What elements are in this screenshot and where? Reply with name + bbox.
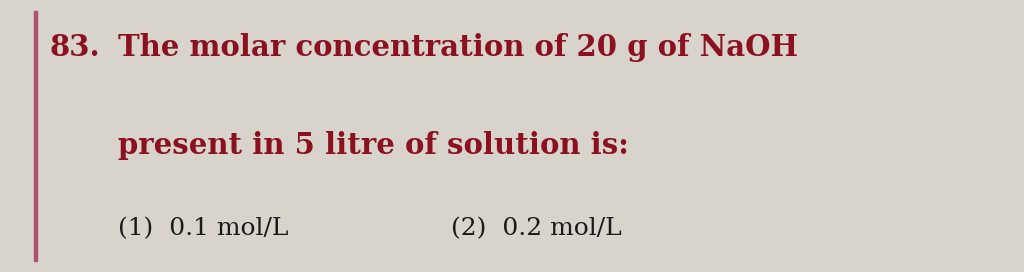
Text: 83.: 83. [49, 33, 99, 62]
Text: present in 5 litre of solution is:: present in 5 litre of solution is: [118, 131, 629, 160]
Text: The molar concentration of 20 g of NaOH: The molar concentration of 20 g of NaOH [118, 33, 798, 62]
Text: (2)  0.2 mol/L: (2) 0.2 mol/L [451, 218, 622, 241]
Text: (1)  0.1 mol/L: (1) 0.1 mol/L [118, 218, 289, 241]
